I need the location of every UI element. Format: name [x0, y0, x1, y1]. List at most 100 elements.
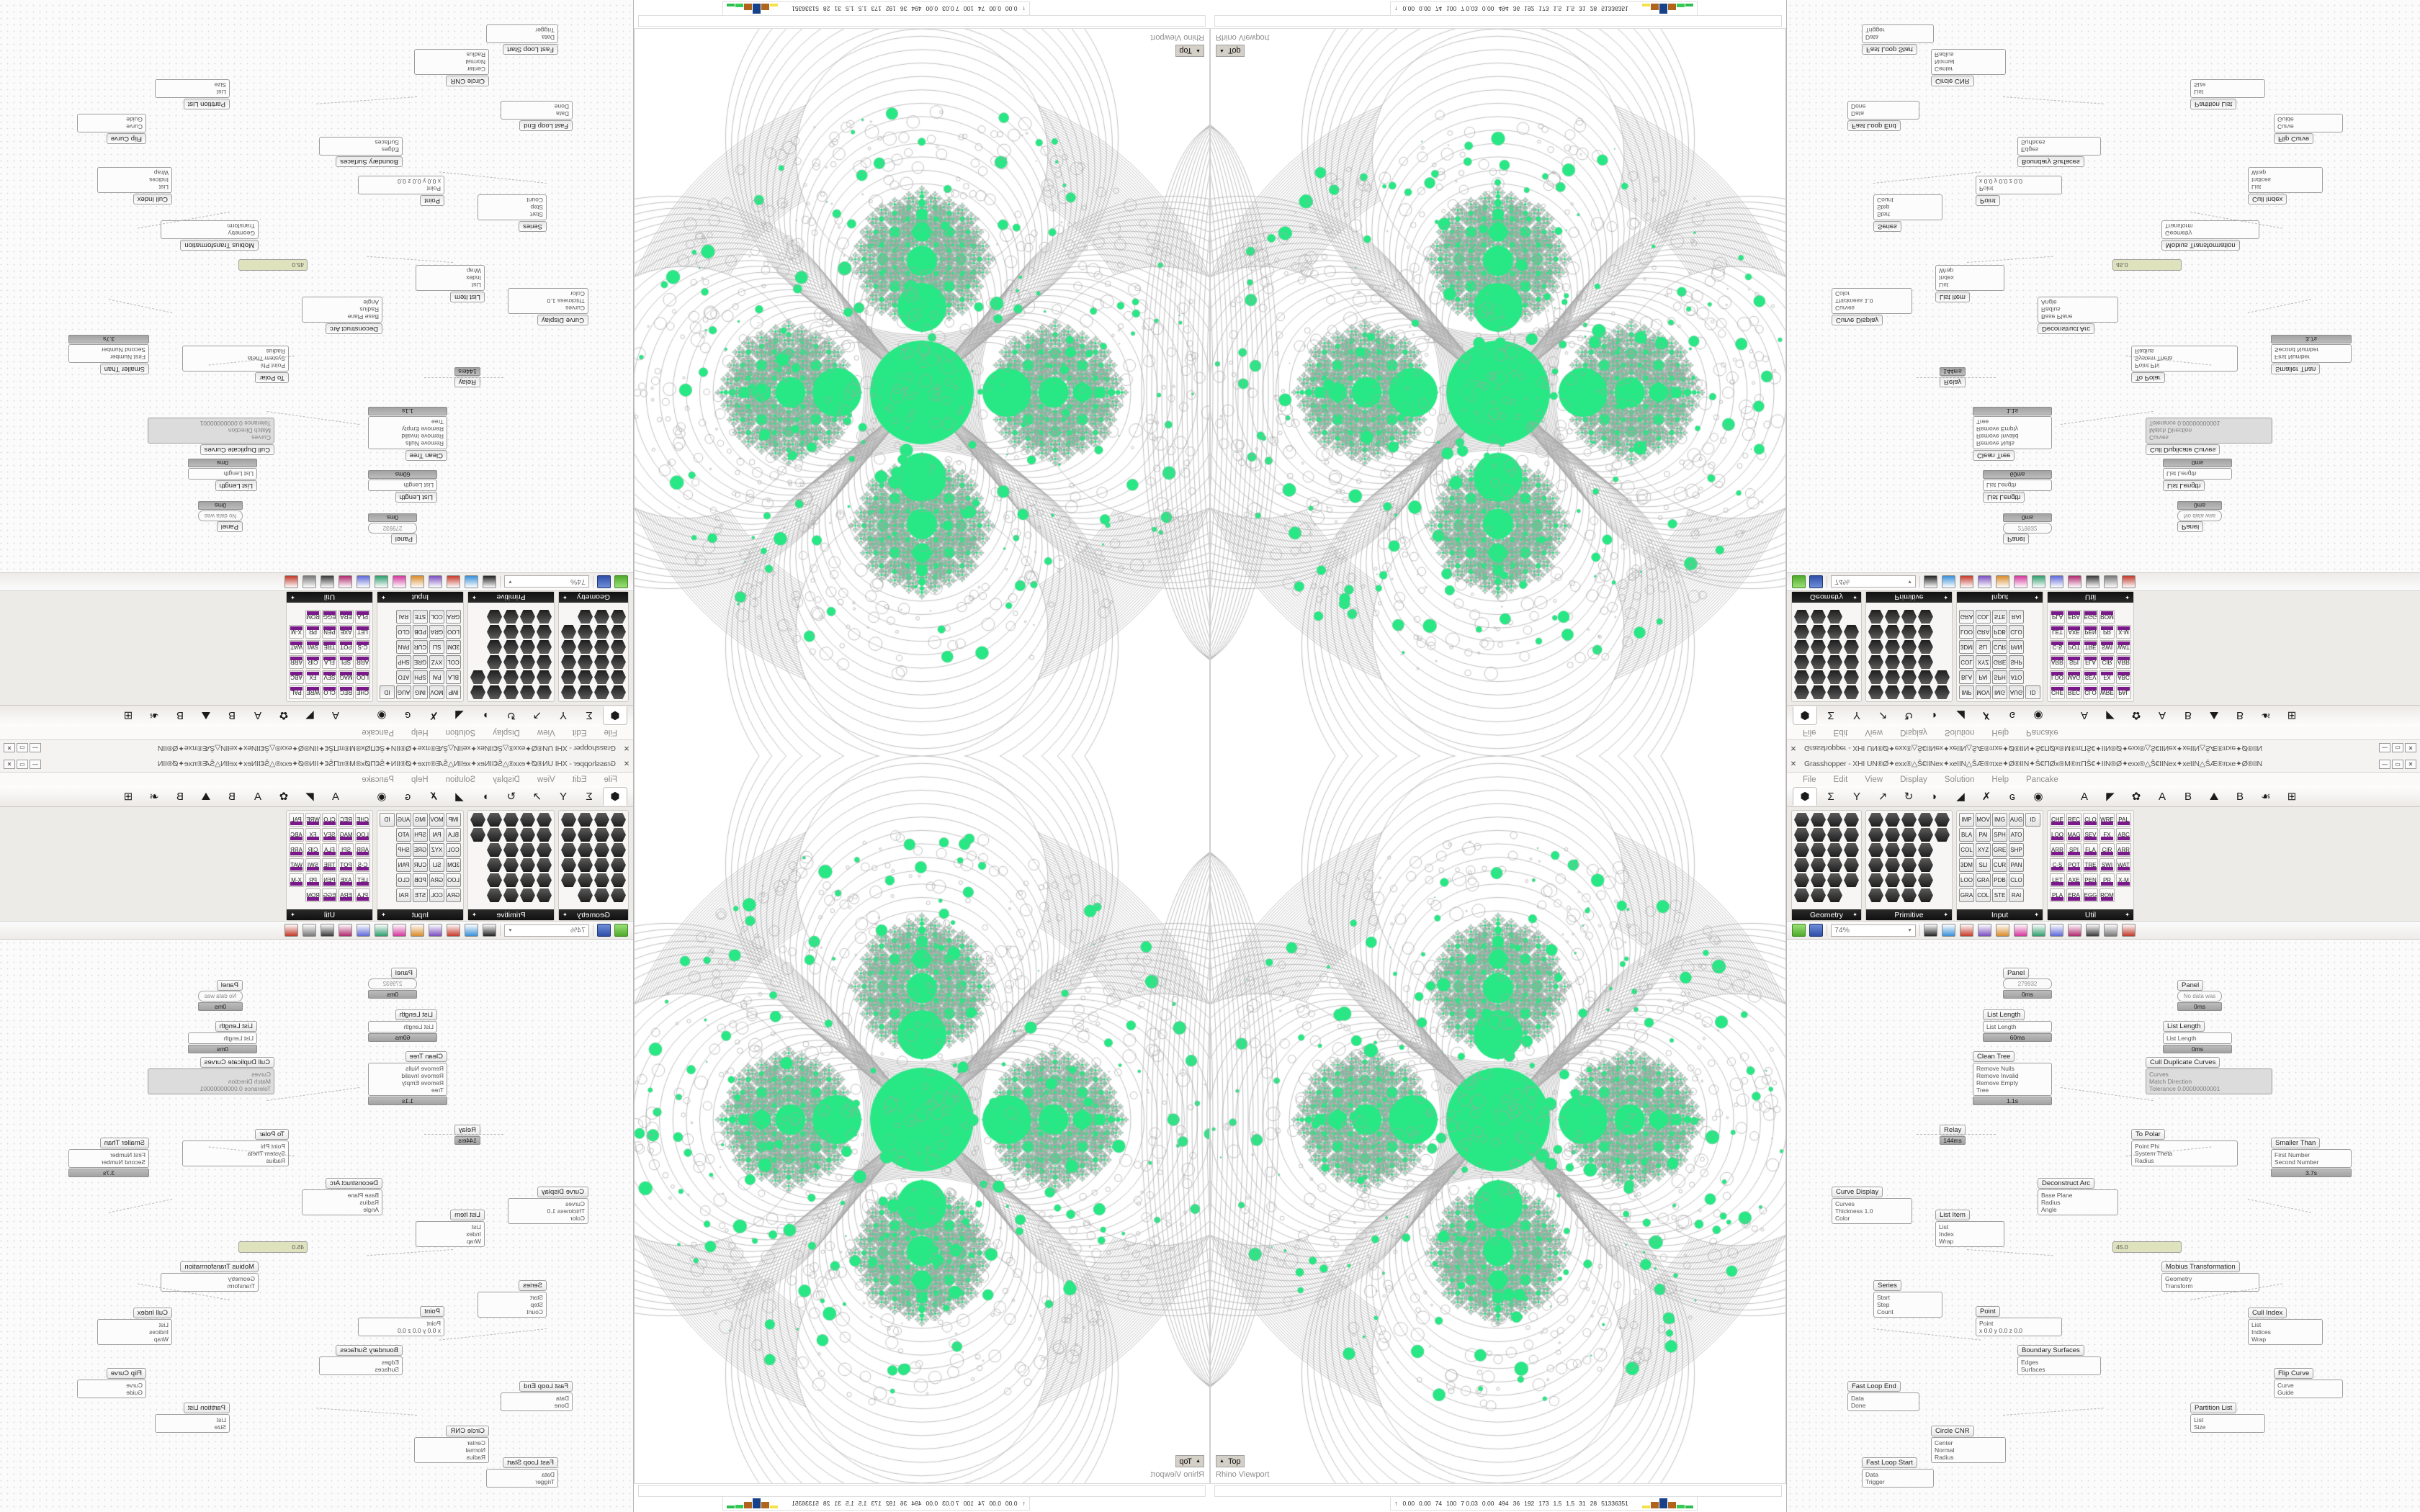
node-param[interactable]: Indices [2251, 176, 2319, 184]
node-param[interactable]: x 0.0 y 0.0 z 0.0 [1979, 1327, 2058, 1334]
node-param[interactable]: First Number [72, 354, 145, 361]
point-q-icon[interactable] [578, 843, 593, 857]
menu-item-view[interactable]: View [1865, 775, 1883, 784]
seven-icon[interactable] [1901, 843, 1917, 857]
node-body[interactable]: Geometry Transform [161, 220, 259, 239]
node-body[interactable]: List Length [1983, 480, 2052, 491]
panel-expand-icon[interactable]: ✦ [1943, 594, 1948, 600]
node-param[interactable]: List [2194, 89, 2262, 96]
polygon-icon[interactable] [537, 888, 552, 902]
gh-node-circle-cnr[interactable]: Circle CNR Center Normal Radius [414, 1423, 489, 1463]
cslash-icon[interactable] [1918, 843, 1933, 857]
gh-node-clean-tree[interactable]: Clean Tree Remove Nulls Remove Invalid Remo… [368, 1049, 447, 1105]
gh-node-point-deco[interactable]: Point Point x 0.0 y 0.0 z 0.0 [358, 1304, 444, 1336]
save-icon[interactable] [1809, 575, 1823, 588]
node-title[interactable]: Clean Tree [405, 450, 447, 461]
node-param[interactable]: Point [362, 185, 441, 192]
apollonian-gasket-canvas[interactable] [1210, 756, 1786, 1483]
node-param[interactable]: Remove Nulls [1976, 440, 2048, 447]
letter-a-icon[interactable] [1918, 625, 1933, 639]
branch-icon[interactable] [1885, 873, 1900, 887]
gear-icon[interactable] [1901, 670, 1917, 684]
node-param[interactable]: Radius [2135, 348, 2234, 355]
window-controls[interactable]: — ▭ ✕ [0, 744, 41, 753]
ellipse-icon[interactable] [537, 813, 552, 827]
gh-node-smaller-than[interactable]: Smaller Than First Number Second Number 3.7… [2271, 335, 2352, 377]
display-tab[interactable]: ◉ [2026, 706, 2051, 725]
GHA-icon[interactable] [2014, 575, 2027, 588]
node-title[interactable]: Cull Duplicate Curves [2146, 444, 2220, 455]
leaf-icon[interactable] [537, 858, 552, 872]
node-param[interactable]: List [1939, 282, 2001, 289]
gh-node-curve-display[interactable]: Curve Display Curves Thickness 1.0 Color [1832, 1184, 1912, 1224]
ribbon-panel-label[interactable]: Input ✦ [377, 592, 463, 603]
gh-node-end-loop[interactable]: Fast Loop End Data Done [501, 101, 573, 133]
node-param[interactable]: Radius [2041, 306, 2115, 313]
sets-tab[interactable]: Υ [551, 706, 575, 725]
panel-expand-icon[interactable]: ✦ [2125, 594, 2130, 600]
node-title[interactable]: Fast Loop Start [1862, 44, 1917, 55]
gradient-icon[interactable] [1885, 843, 1900, 857]
node-body[interactable]: Edges Surfaces [2017, 137, 2101, 156]
minimize-button[interactable]: — [30, 760, 41, 769]
axes-rgb-icon[interactable]: AXE [339, 873, 354, 887]
node-param[interactable]: Radius [418, 51, 485, 58]
node-param[interactable]: Second Number [72, 1158, 145, 1166]
hash-icon[interactable] [1918, 828, 1933, 842]
disc-icon[interactable] [561, 655, 576, 669]
line-icon[interactable] [1794, 828, 1809, 842]
clock-icon[interactable] [520, 670, 535, 684]
addon-b-tab[interactable]: B [220, 787, 244, 806]
pendulum-icon[interactable]: PEN [2083, 873, 2098, 887]
node-param[interactable]: Data [1865, 1471, 1930, 1478]
gh-node-partition[interactable]: Partition List List Size [2190, 79, 2265, 112]
branch-icon[interactable] [1885, 625, 1900, 639]
abc-icon[interactable] [594, 873, 609, 887]
gh-node-cull-index[interactable]: Cull Index List Indices Wrap [97, 1305, 172, 1345]
gh-node-series[interactable]: Series Start Step Count [478, 1278, 547, 1318]
node-title[interactable]: List Length [395, 492, 437, 503]
node-param[interactable]: Color [1835, 1215, 1909, 1222]
graph-icon[interactable]: GRA [446, 888, 461, 902]
addon-mtn-tab[interactable]: ⛰ [2202, 787, 2226, 806]
gh-node-clean-tree[interactable]: Clean Tree Remove Nulls Remove Invalid Remo… [1973, 1049, 2052, 1105]
node-param[interactable]: List [1939, 1223, 2001, 1230]
brep-icon[interactable] [594, 813, 609, 827]
ribbon-panel-label[interactable]: Util ✦ [2048, 592, 2133, 603]
node-title[interactable]: List Length [395, 1009, 437, 1020]
node-param[interactable]: Count [1877, 197, 1939, 204]
node-title[interactable]: Flip Curve [2274, 133, 2313, 144]
color-circle-icon[interactable]: COL [1976, 610, 1991, 624]
gh-node-circle-cnr[interactable]: Circle CNR Center Normal Radius [1931, 1423, 2006, 1463]
wrench-icon[interactable]: WRE [2099, 813, 2115, 827]
burst-icon[interactable] [537, 670, 552, 684]
xyz-icon[interactable]: XYZ [1976, 843, 1991, 857]
plane-icon[interactable] [611, 888, 626, 902]
node-title[interactable]: Mobius Transformation [180, 1261, 259, 1272]
cylinder-icon[interactable] [2104, 575, 2118, 588]
close-button[interactable]: ✕ [2405, 744, 2416, 753]
node-param[interactable]: Radius [2041, 1199, 2115, 1206]
node-param[interactable]: Guide [2277, 116, 2339, 123]
gh-node-series[interactable]: Series Start Step Count [478, 194, 547, 234]
doc-icon[interactable] [487, 858, 502, 872]
atom-icon[interactable]: ATO [2009, 670, 2024, 684]
plane-icon[interactable] [1794, 610, 1809, 624]
node-body[interactable]: Data Trigger [486, 24, 558, 43]
ribbon-panel-label[interactable]: Input ✦ [1957, 592, 2043, 603]
spiral-util-icon[interactable]: SPI [2066, 843, 2081, 857]
menu-item-pancake[interactable]: Pancake [2026, 729, 2058, 737]
bake-icon[interactable] [447, 924, 460, 937]
transform-tab[interactable]: ɢ [2000, 787, 2025, 806]
cube-icon[interactable] [1827, 670, 1842, 684]
node-param[interactable]: Radius [2135, 1157, 2234, 1164]
node-param[interactable]: List Length [1986, 1023, 2048, 1030]
scatter-icon[interactable] [578, 858, 593, 872]
node-title[interactable]: Circle CNR [447, 1426, 490, 1436]
addon-a-tab[interactable]: A [2072, 787, 2097, 806]
node-title[interactable]: Panel [391, 534, 417, 544]
addon-b-tab[interactable]: B [2176, 706, 2200, 725]
arrows-icon[interactable] [1811, 828, 1826, 842]
magnifier-icon[interactable]: MAG [339, 670, 354, 684]
gh-node-circle-cnr[interactable]: Circle CNR Center Normal Radius [1931, 49, 2006, 89]
